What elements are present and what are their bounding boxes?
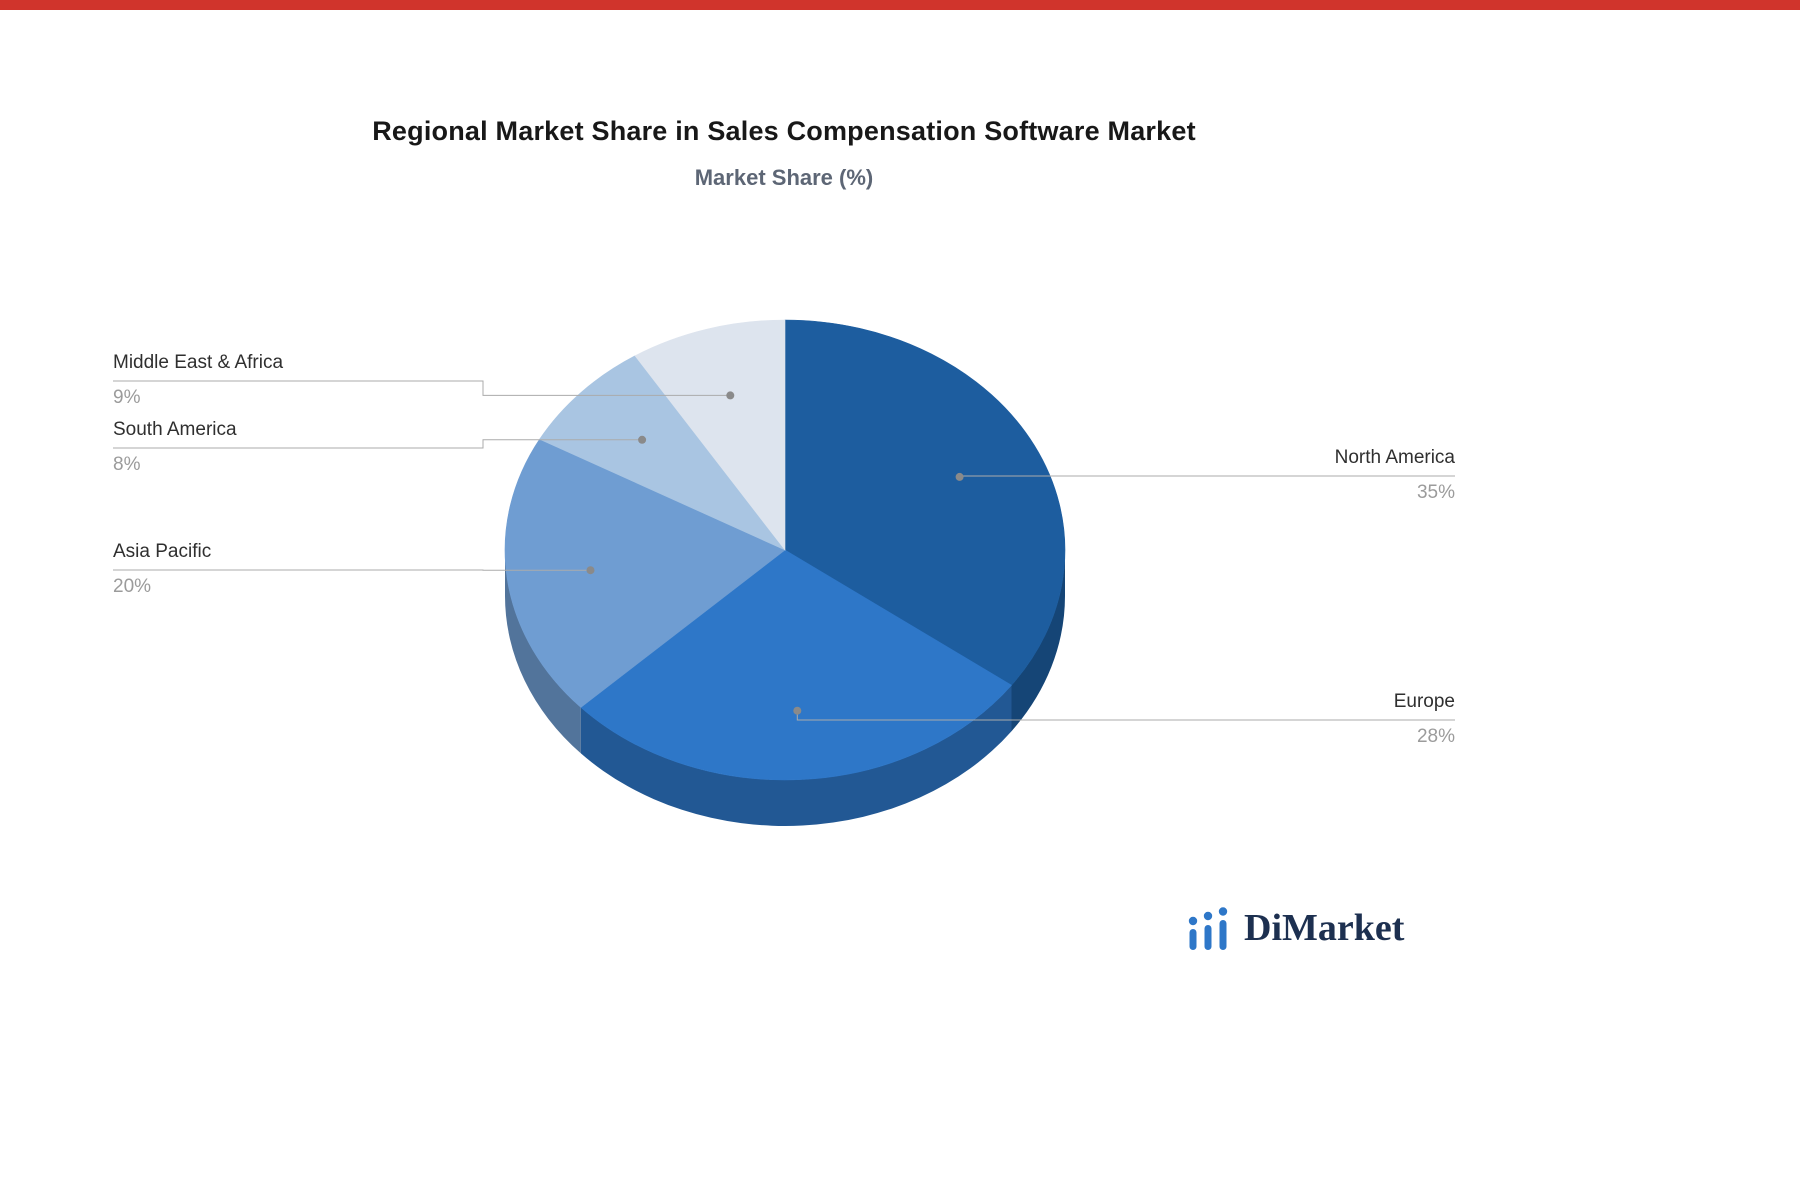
leader-line xyxy=(113,380,731,396)
bar-chart-icon xyxy=(1188,907,1228,950)
pie-slice-side xyxy=(505,550,581,754)
leader-dot xyxy=(638,435,647,444)
slice-label: Europe 28% xyxy=(1394,691,1455,748)
slice-label-name: Asia Pacific xyxy=(113,541,212,562)
slice-label-value: 9% xyxy=(113,387,141,408)
leader-dot xyxy=(586,566,595,575)
slice-label: North America 35% xyxy=(1335,447,1455,504)
slice-label-value: 8% xyxy=(113,454,141,475)
slice-label-name: North America xyxy=(1334,447,1455,468)
slice-label: South America 8% xyxy=(113,419,237,476)
slice-label-value: 20% xyxy=(113,576,152,597)
pie-slice-north-america[interactable] xyxy=(784,319,1066,686)
leader-dot xyxy=(955,472,964,481)
slice-label-name: South America xyxy=(113,419,237,440)
leader-dot xyxy=(726,391,735,400)
pie-slice-side xyxy=(1011,550,1065,732)
slice-label: Asia Pacific 20% xyxy=(113,541,211,598)
chart-title: Regional Market Share in Sales Compensat… xyxy=(372,116,1196,146)
pie-slice-asia-pacific[interactable] xyxy=(504,438,786,708)
top-accent-bar xyxy=(0,0,1800,10)
pie-slice-side xyxy=(580,685,1012,826)
pie-slice-europe[interactable] xyxy=(580,549,1012,781)
chart-header: Regional Market Share in Sales Compensat… xyxy=(0,116,1568,191)
slice-label-name: Middle East & Africa xyxy=(113,352,284,373)
brand-name: DiMarket xyxy=(1244,907,1405,949)
pie-slice-middle-east-africa[interactable] xyxy=(634,319,786,551)
slice-label-value: 28% xyxy=(1416,726,1455,747)
leader-line xyxy=(113,439,643,449)
leader-dot xyxy=(793,706,802,715)
brand-logo: DiMarket xyxy=(1186,904,1404,952)
slice-label-name: Europe xyxy=(1393,691,1455,712)
slice-label-value: 35% xyxy=(1416,482,1455,503)
pie-slice-south-america[interactable] xyxy=(539,355,786,551)
chart-subtitle: Market Share (%) xyxy=(694,165,874,190)
slice-label: Middle East & Africa 9% xyxy=(113,352,283,409)
